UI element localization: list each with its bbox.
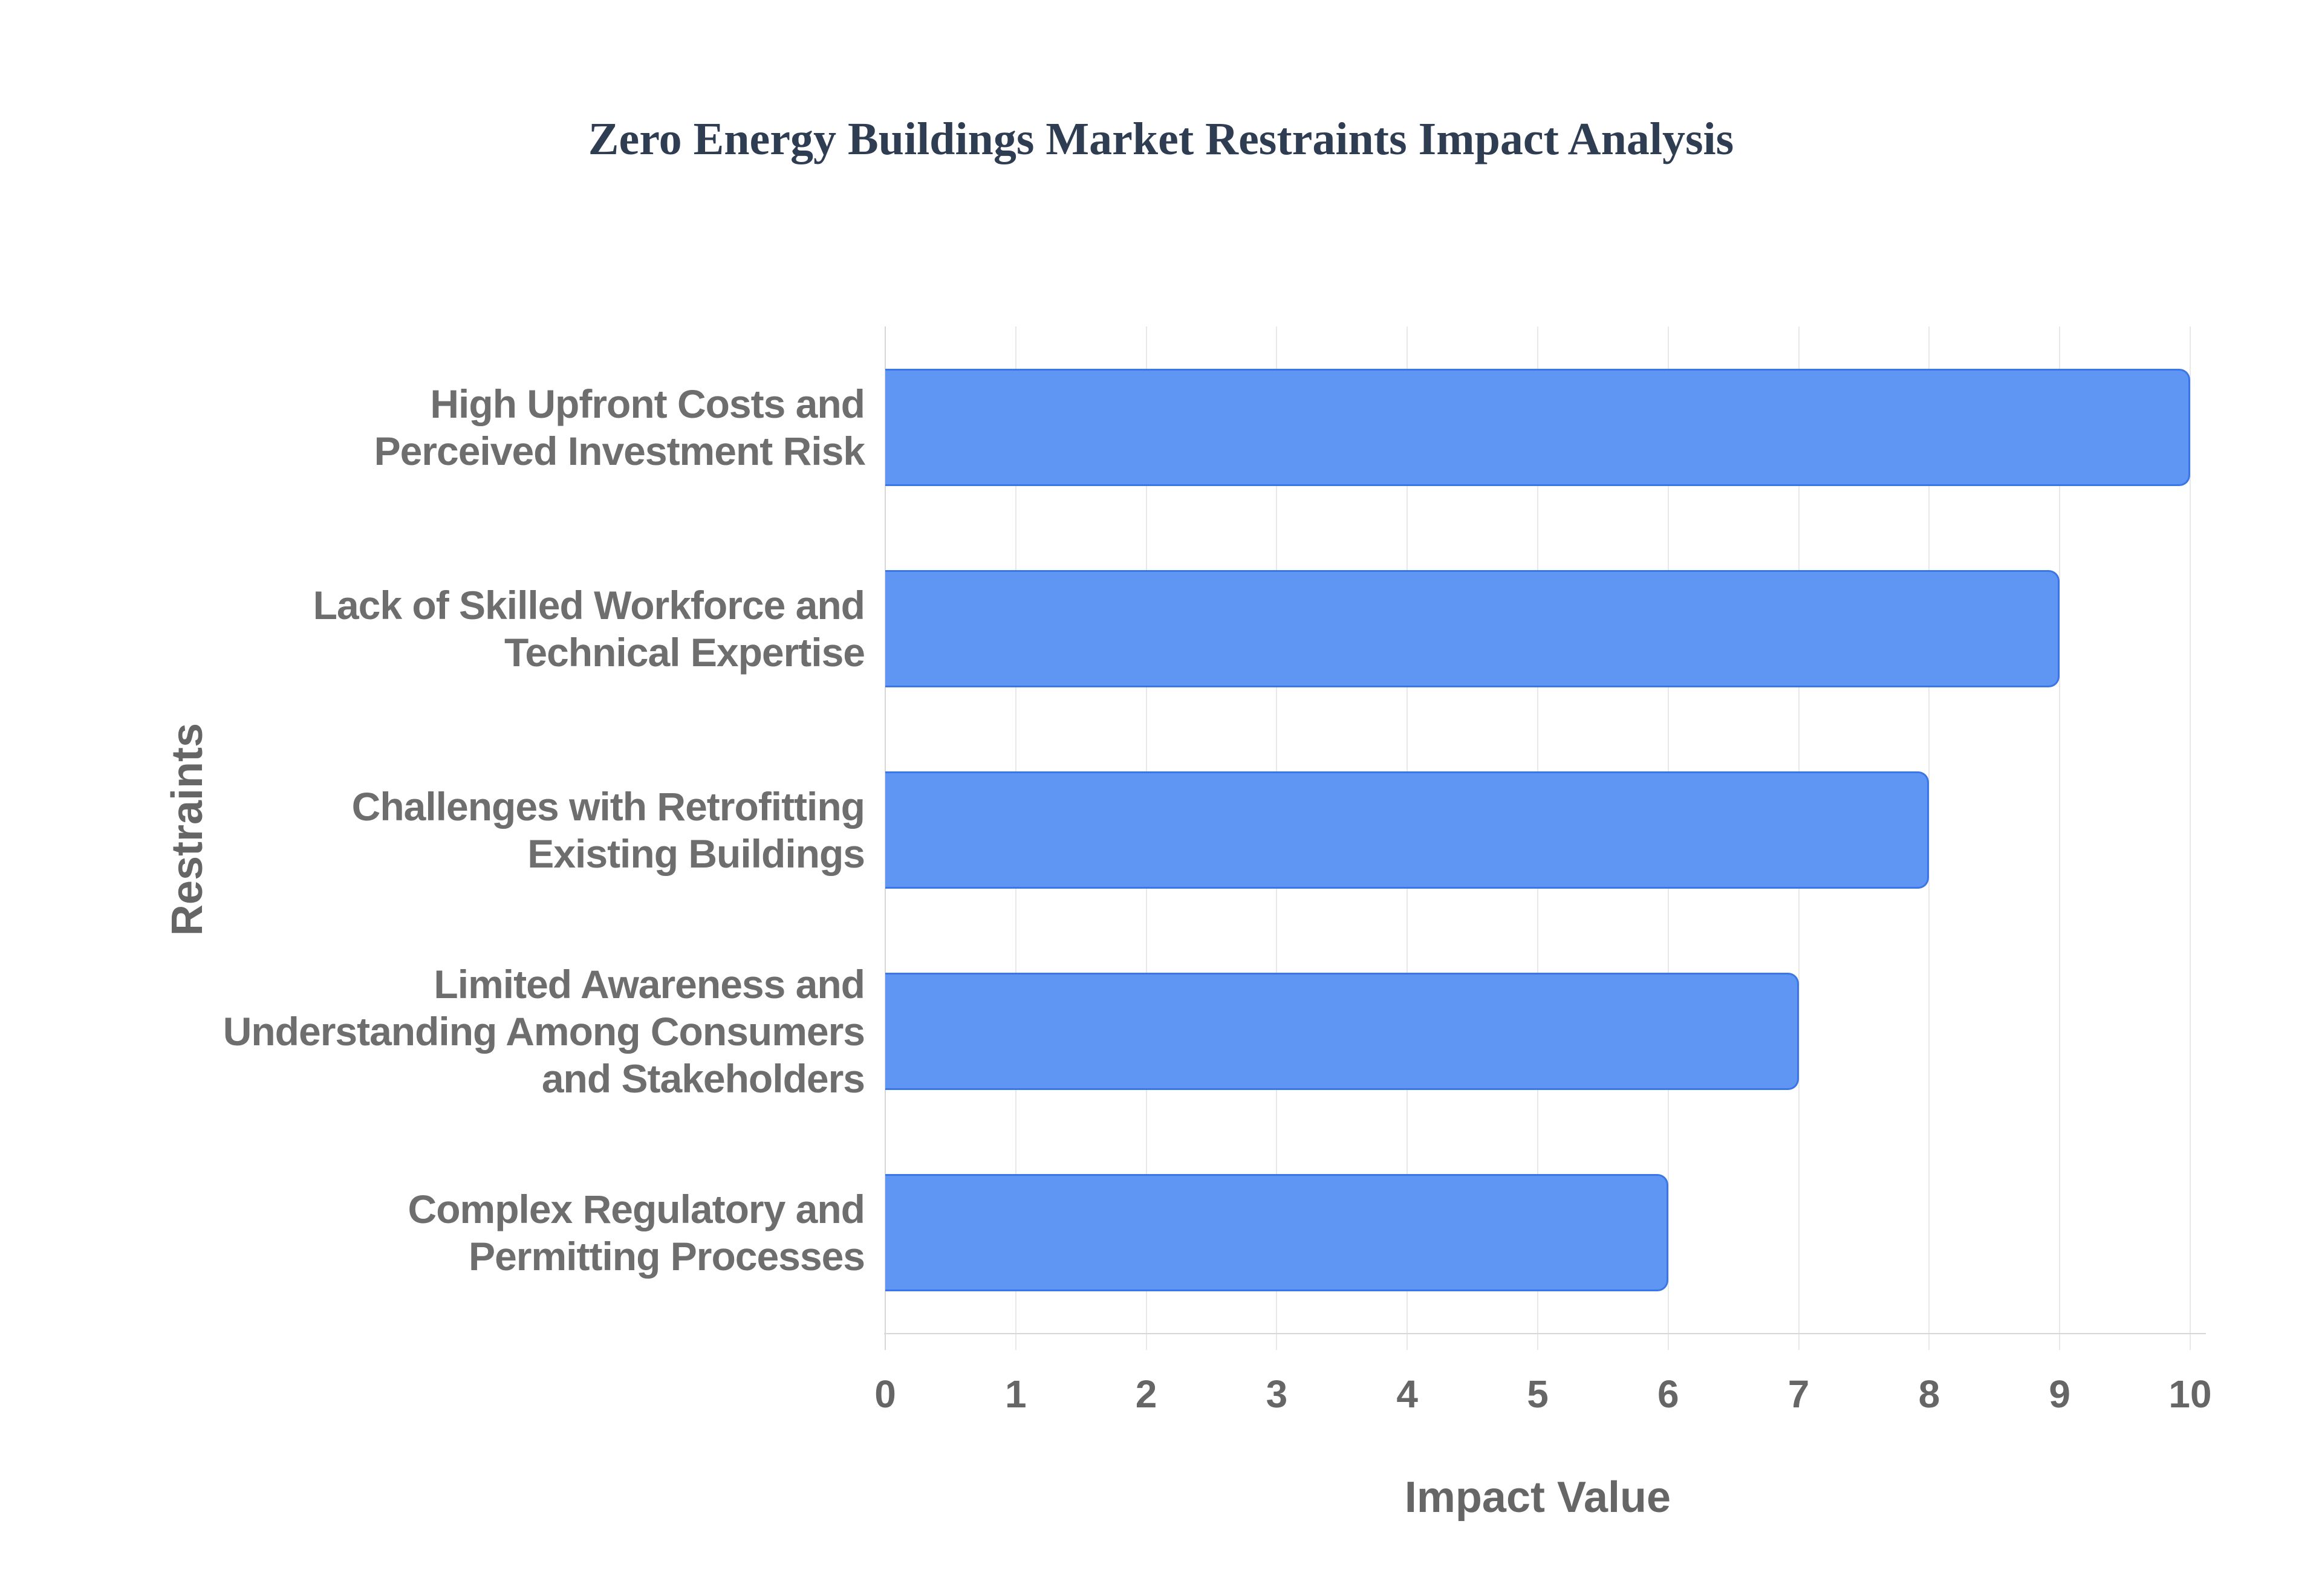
x-tick-label: 9 — [2049, 1372, 2070, 1416]
bar-row — [885, 528, 2190, 729]
bar — [885, 972, 1799, 1090]
x-tick-label: 6 — [1657, 1372, 1679, 1416]
bar-row — [885, 930, 2190, 1132]
x-tick-label: 2 — [1135, 1372, 1157, 1416]
bar-row — [885, 326, 2190, 528]
category-label: Challenges with Retrofitting Existing Bu… — [351, 783, 865, 876]
x-tick-label: 5 — [1527, 1372, 1549, 1416]
x-axis-ticks: 0 1 2 3 4 5 6 7 8 9 10 — [874, 1370, 2211, 1418]
gridline — [2190, 326, 2191, 1350]
category-labels: High Upfront Costs and Perceived Investm… — [48, 326, 865, 1333]
category-label-row: Complex Regulatory and Permitting Proces… — [48, 1132, 865, 1333]
bar — [885, 368, 2190, 486]
bar-row — [885, 729, 2190, 930]
category-label: Limited Awareness and Understanding Amon… — [223, 961, 865, 1101]
x-axis-title: Impact Value — [1404, 1473, 1671, 1522]
category-label-row: High Upfront Costs and Perceived Investm… — [48, 326, 865, 528]
category-label-row: Challenges with Retrofitting Existing Bu… — [48, 729, 865, 930]
category-label-row: Limited Awareness and Understanding Amon… — [48, 930, 865, 1132]
bar-row — [885, 1132, 2190, 1333]
chart-title: Zero Energy Buildings Market Restraints … — [588, 114, 1734, 164]
x-tick-label: 4 — [1396, 1372, 1418, 1416]
x-tick-label: 7 — [1787, 1372, 1810, 1416]
x-axis-line — [884, 1333, 2206, 1334]
bar — [885, 1173, 1668, 1291]
bar-rows — [885, 326, 2190, 1333]
plot-area — [884, 326, 2206, 1350]
category-label-row: Lack of Skilled Workforce and Technical … — [48, 528, 865, 729]
x-tick-label: 3 — [1266, 1372, 1288, 1416]
gridline — [1928, 326, 1930, 1350]
x-tick-label: 10 — [2168, 1372, 2212, 1416]
x-tick-label: 8 — [1918, 1372, 1940, 1416]
category-label: Lack of Skilled Workforce and Technical … — [313, 582, 865, 675]
gridline — [2059, 326, 2061, 1350]
category-label: High Upfront Costs and Perceived Investm… — [374, 381, 865, 473]
category-label: Complex Regulatory and Permitting Proces… — [408, 1186, 865, 1279]
x-tick-label: 1 — [1005, 1372, 1027, 1416]
bar — [885, 771, 1930, 889]
x-tick-label: 0 — [874, 1372, 896, 1416]
bar — [885, 569, 2060, 687]
